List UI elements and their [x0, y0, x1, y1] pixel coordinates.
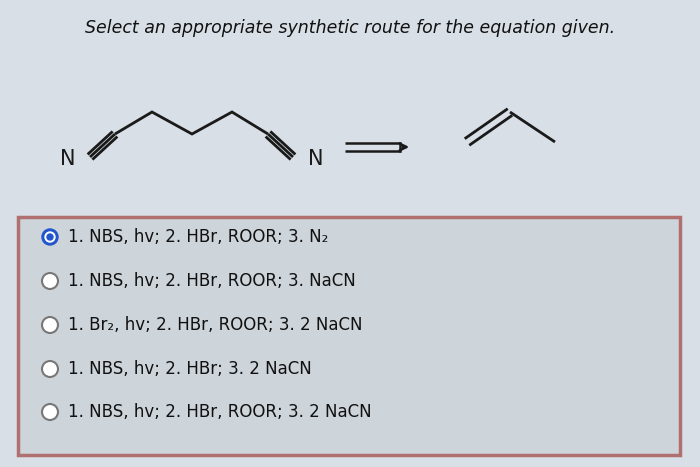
- Circle shape: [45, 232, 55, 242]
- Text: N: N: [308, 149, 323, 169]
- Circle shape: [42, 317, 58, 333]
- Circle shape: [42, 361, 58, 377]
- Circle shape: [42, 404, 58, 420]
- Text: 1. Br₂, hv; 2. HBr, ROOR; 3. 2 NaCN: 1. Br₂, hv; 2. HBr, ROOR; 3. 2 NaCN: [68, 316, 363, 334]
- Text: 1. NBS, hv; 2. HBr, ROOR; 3. NaCN: 1. NBS, hv; 2. HBr, ROOR; 3. NaCN: [68, 272, 356, 290]
- Text: 1. NBS, hv; 2. HBr, ROOR; 3. N₂: 1. NBS, hv; 2. HBr, ROOR; 3. N₂: [68, 228, 328, 246]
- FancyBboxPatch shape: [18, 217, 680, 455]
- Text: 1. NBS, hv; 2. HBr, ROOR; 3. 2 NaCN: 1. NBS, hv; 2. HBr, ROOR; 3. 2 NaCN: [68, 403, 372, 421]
- Circle shape: [42, 229, 58, 245]
- Circle shape: [42, 273, 58, 289]
- Text: N: N: [60, 149, 76, 169]
- Text: 1. NBS, hv; 2. HBr; 3. 2 NaCN: 1. NBS, hv; 2. HBr; 3. 2 NaCN: [68, 360, 312, 378]
- Circle shape: [47, 234, 53, 240]
- Text: Select an appropriate synthetic route for the equation given.: Select an appropriate synthetic route fo…: [85, 19, 615, 37]
